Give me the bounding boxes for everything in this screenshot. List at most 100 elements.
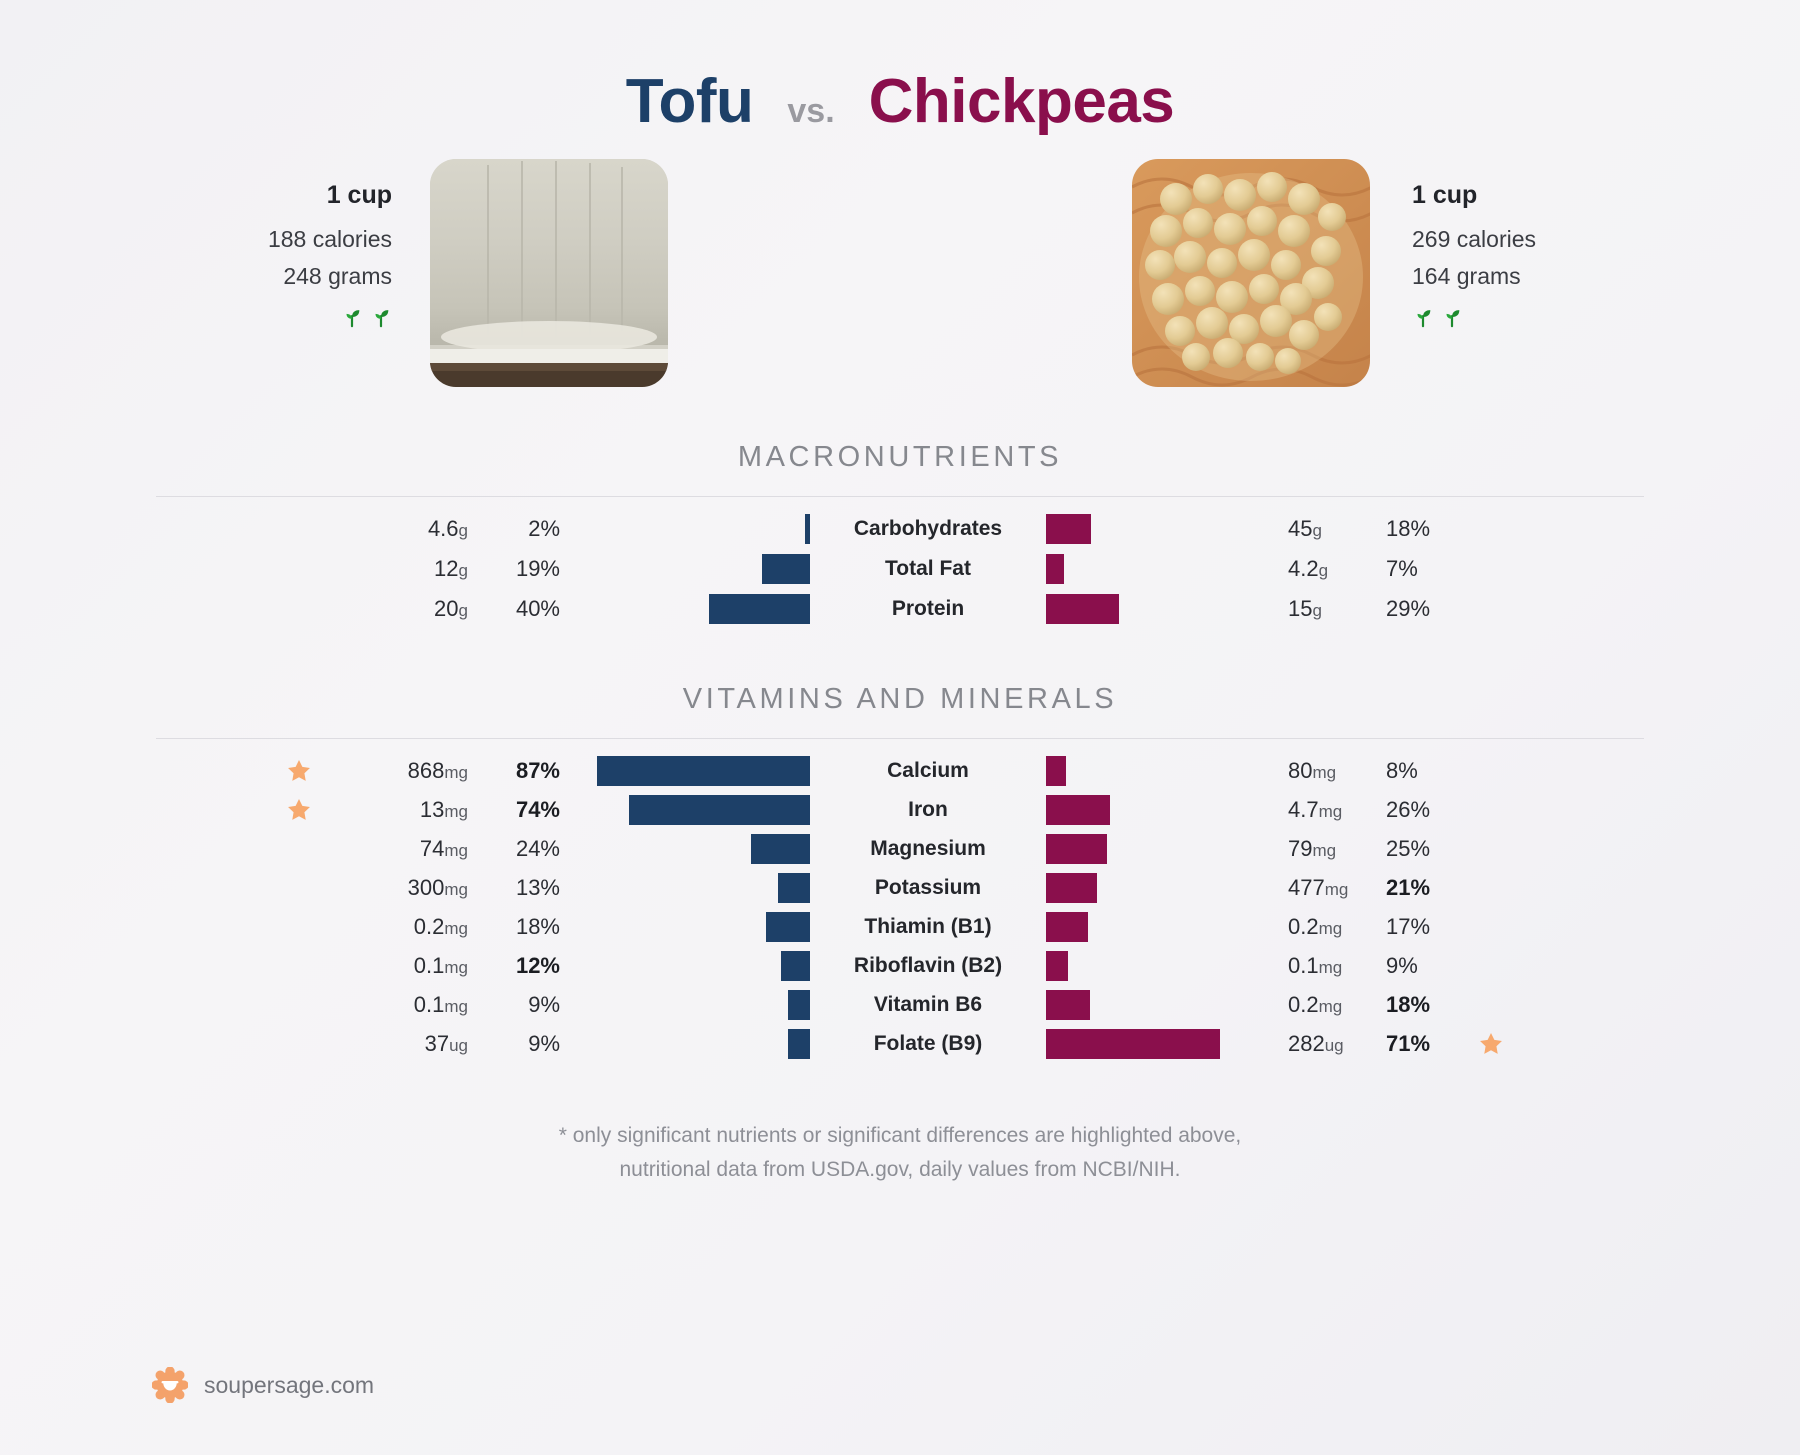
left-bar — [709, 594, 810, 624]
right-bar-track — [1046, 594, 1278, 624]
right-bar — [1046, 514, 1092, 544]
amount-unit: mg — [1318, 957, 1343, 977]
nutrient-row: 0.2mg 18% Thiamin (B1) 0.2mg 17% — [276, 907, 1524, 946]
nutrient-row: 74mg 24% Magnesium 79mg 25% — [276, 829, 1524, 868]
sprout-icon — [1417, 310, 1431, 328]
right-food-title: Chickpeas — [868, 67, 1175, 136]
nutrient-label: Thiamin (B1) — [864, 914, 992, 938]
sprout-icon — [346, 310, 360, 328]
nutrient-label: Potassium — [874, 875, 982, 899]
nutrient-label: Magnesium — [870, 836, 986, 860]
amount-value: 12g — [434, 556, 468, 581]
right-bar-track — [1046, 755, 1278, 786]
left-bar-track — [578, 950, 810, 981]
nutrient-row: 20g 40% Protein 15g 29% — [276, 589, 1524, 629]
left-bar-track — [578, 794, 810, 825]
amount-value: 79mg — [1288, 835, 1337, 861]
vitamins-minerals-table: 868mg 87% Calcium 80mg 8% 13mg 74% Iron 4.7mg 26%… — [0, 751, 1800, 1063]
right-amount: 15g — [1278, 596, 1378, 622]
left-percent: 74% — [515, 796, 560, 822]
amount-value: 300mg — [407, 874, 468, 900]
right-amount: 45g — [1278, 516, 1378, 542]
left-percent: 18% — [515, 913, 560, 939]
right-bar — [1046, 989, 1091, 1020]
left-bar — [628, 794, 810, 825]
footnote-line-2: nutritional data from USDA.gov, daily va… — [619, 1158, 1181, 1181]
left-amount: 20g — [322, 596, 474, 622]
amount-unit: mg — [1324, 879, 1349, 899]
left-bar — [787, 989, 810, 1020]
brand-name: soupersage.com — [204, 1371, 375, 1398]
amount-value: 0.2mg — [1288, 913, 1343, 939]
left-star-cell — [276, 797, 322, 823]
right-amount: 79mg — [1278, 836, 1378, 862]
left-amount: 0.1mg — [322, 992, 474, 1018]
nutrient-label: Iron — [908, 797, 948, 821]
left-bar-track — [578, 833, 810, 864]
amount-value: 0.2mg — [413, 913, 468, 939]
macronutrients-heading: MACRONUTRIENTS — [737, 441, 1063, 473]
left-bar-track — [578, 594, 810, 624]
right-bar — [1046, 594, 1120, 624]
amount-value: 80mg — [1288, 757, 1337, 783]
right-percent: 26% — [1386, 796, 1431, 822]
right-amount: 0.1mg — [1278, 953, 1378, 979]
amount-value: 13mg — [419, 796, 468, 822]
right-food-image — [1132, 159, 1370, 387]
macros-divider — [156, 496, 1644, 497]
right-percent: 29% — [1386, 596, 1431, 621]
brand[interactable]: soupersage.com — [152, 1367, 374, 1403]
left-calories: 188 calories — [267, 226, 392, 252]
amount-unit: g — [1312, 601, 1322, 620]
amount-value: 0.1mg — [1288, 952, 1343, 978]
right-bar — [1046, 755, 1066, 786]
left-bar — [787, 1028, 810, 1059]
amount-value: 868mg — [407, 757, 468, 783]
amount-value: 4.2g — [1288, 556, 1329, 581]
left-percent: 12% — [515, 952, 560, 978]
star-icon — [288, 759, 310, 781]
left-weight: 248 grams — [283, 263, 392, 289]
left-amount: 868mg — [322, 758, 474, 784]
left-percent: 9% — [528, 991, 560, 1017]
star-icon — [288, 798, 310, 820]
amount-unit: mg — [444, 996, 468, 1016]
right-bar — [1046, 554, 1064, 584]
right-percent: 18% — [1386, 991, 1431, 1017]
right-bar — [1046, 1028, 1220, 1059]
left-amount: 0.2mg — [322, 914, 474, 940]
right-bar-track — [1046, 872, 1278, 903]
right-bar — [1046, 872, 1098, 903]
amount-value: 20g — [434, 596, 468, 621]
amount-unit: ug — [1324, 1035, 1344, 1055]
left-percent: 9% — [528, 1030, 560, 1056]
right-amount: 282ug — [1278, 1031, 1378, 1057]
amount-value: 0.1mg — [413, 991, 468, 1017]
amount-unit: g — [458, 521, 468, 540]
right-amount: 4.7mg — [1278, 797, 1378, 823]
food-summary: 1 cup 188 calories 248 grams — [0, 159, 1800, 387]
left-bar-track — [578, 989, 810, 1020]
left-food-image — [430, 159, 668, 387]
right-amount: 477mg — [1278, 875, 1378, 901]
footnote: * only significant nutrients or signific… — [0, 1119, 1800, 1187]
amount-unit: mg — [1312, 840, 1337, 860]
left-star-cell — [276, 758, 322, 784]
left-bar — [751, 833, 810, 864]
left-bar-track — [578, 755, 810, 786]
nutrient-row: 868mg 87% Calcium 80mg 8% — [276, 751, 1524, 790]
nutrient-label: Calcium — [887, 758, 969, 782]
nutrient-row: 13mg 74% Iron 4.7mg 26% — [276, 790, 1524, 829]
right-percent: 8% — [1386, 757, 1418, 783]
left-amount: 13mg — [322, 797, 474, 823]
right-percent: 21% — [1386, 874, 1431, 900]
right-amount: 4.2g — [1278, 556, 1378, 582]
nutrient-row: 300mg 13% Potassium 477mg 21% — [276, 868, 1524, 907]
amount-value: 4.6g — [427, 516, 468, 541]
right-bar-track — [1046, 989, 1278, 1020]
nutrient-label: Folate (B9) — [873, 1031, 983, 1055]
left-bar — [778, 872, 810, 903]
left-bar-track — [578, 872, 810, 903]
left-food-title: Tofu — [625, 67, 754, 136]
nutrient-row: 0.1mg 9% Vitamin B6 0.2mg 18% — [276, 985, 1524, 1024]
